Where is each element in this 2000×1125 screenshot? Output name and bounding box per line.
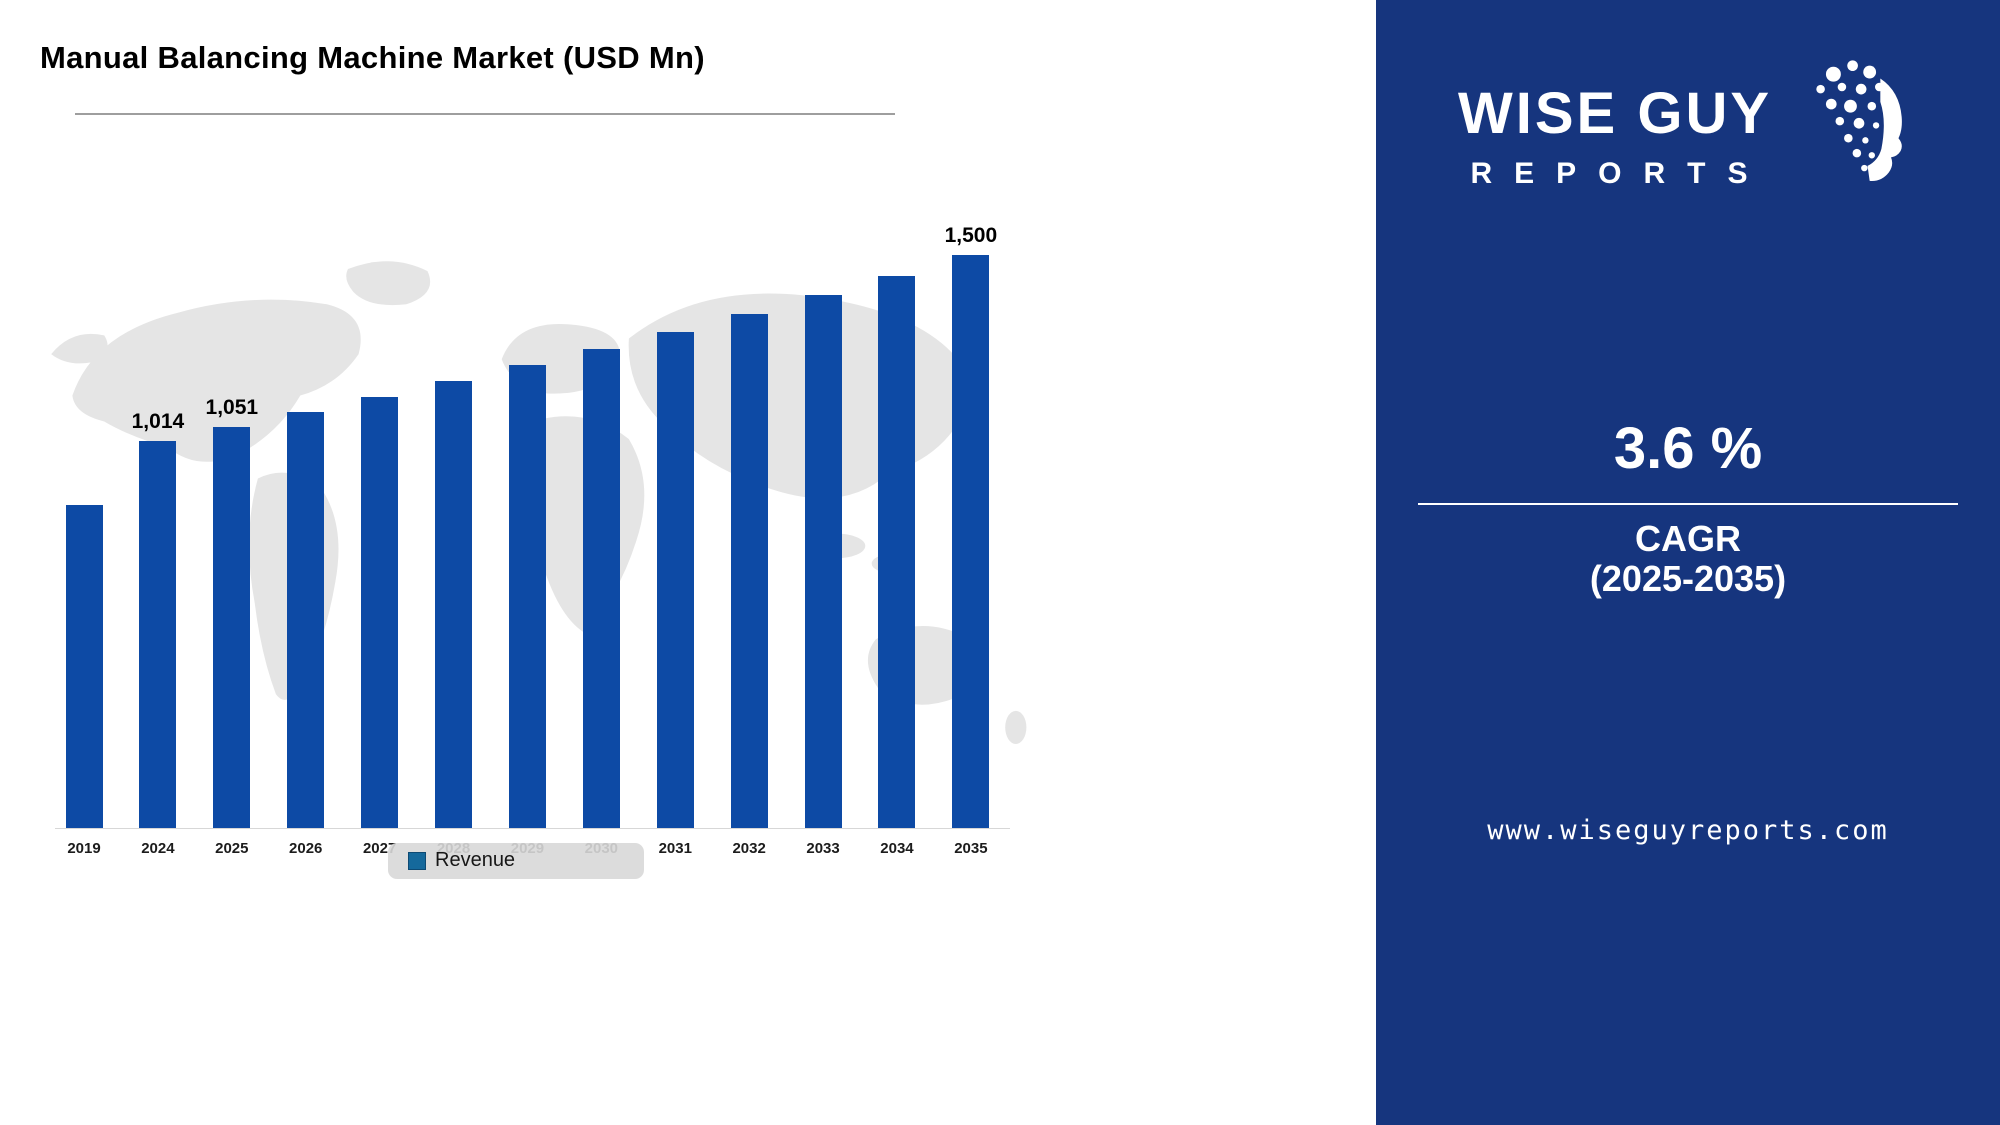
x-axis-label: 2026 [289,840,323,857]
cagr-range: (2025-2035) [1589,558,1787,599]
revenue-bar[interactable] [139,441,177,828]
bar-value-label: 1,014 [131,410,185,433]
bar-group: 1,051 2025 [203,218,261,858]
bar-group: 2028 [425,218,483,858]
bar-group: 2027 [351,218,409,858]
revenue-legend-label: Revenue [435,849,516,871]
bar-group: 2033 [794,218,852,858]
bar-group: 2029 [498,218,556,858]
logo-head-icon [1768,55,1918,215]
bar-chart: 2019 1,014 2024 1,051 2025 2026 2027 2028 2029 20… [55,218,1000,858]
x-axis-label: 2033 [806,840,840,857]
revenue-bar[interactable] [65,505,103,828]
revenue-bar[interactable] [508,365,546,828]
bar-group: 2032 [720,218,778,858]
bar-value-label: 1,500 [944,224,998,247]
revenue-legend-swatch [408,851,426,870]
x-axis-label: 2019 [67,840,101,857]
x-axis-label: 2024 [141,840,175,857]
bar-group: 2030 [572,218,630,858]
chart-region: Manual Balancing Machine Market (USD Mn) [40,40,1027,879]
revenue-bar[interactable] [804,295,842,828]
x-axis-label: 2027 [362,840,397,857]
brand-panel: WISE GUY REPORTS [1376,0,2000,1125]
bar-group: 2031 [646,218,704,858]
cagr-divider [1418,503,1958,505]
revenue-bar[interactable] [656,332,694,828]
revenue-bar[interactable] [952,255,990,828]
chart-title: Manual Balancing Machine Market (USD Mn) [40,40,705,75]
bar-group: 2019 [55,218,113,858]
logo-wordmark-line2: REPORTS [1470,157,1770,190]
revenue-bar[interactable] [361,397,399,828]
chart-legend[interactable]: Revenue [408,849,515,872]
bar-value-label: 1,051 [205,396,259,419]
revenue-bar[interactable] [582,349,620,828]
cagr-value: 3.6 % [1613,416,1763,481]
bar-group: 2026 [277,218,335,858]
revenue-bar[interactable] [287,412,325,828]
revenue-bar[interactable] [730,314,768,828]
x-axis-label: 2035 [954,840,988,857]
logo-text: WISE GUY REPORTS [1458,80,1772,191]
x-axis-line [55,828,1010,829]
website-url[interactable]: www.wiseguyreports.com [1487,815,1889,846]
x-axis-label: 2025 [215,840,249,857]
x-axis-label: 2032 [732,840,766,857]
bar-group: 1,500 2035 [942,218,1000,858]
bar-group: 2034 [868,218,926,858]
revenue-bar[interactable] [878,276,916,828]
x-axis-label: 2031 [658,840,692,857]
revenue-bar[interactable] [435,381,473,828]
bar-group: 1,014 2024 [129,218,187,858]
revenue-bar[interactable] [213,427,251,828]
cagr-label: CAGR [1635,518,1741,559]
legend-track [388,843,644,879]
wise-guy-reports-logo: WISE GUY REPORTS [1376,55,2000,215]
x-axis-label: 2034 [880,840,914,857]
logo-wordmark-line1: WISE GUY [1457,81,1773,146]
title-divider [75,113,895,115]
